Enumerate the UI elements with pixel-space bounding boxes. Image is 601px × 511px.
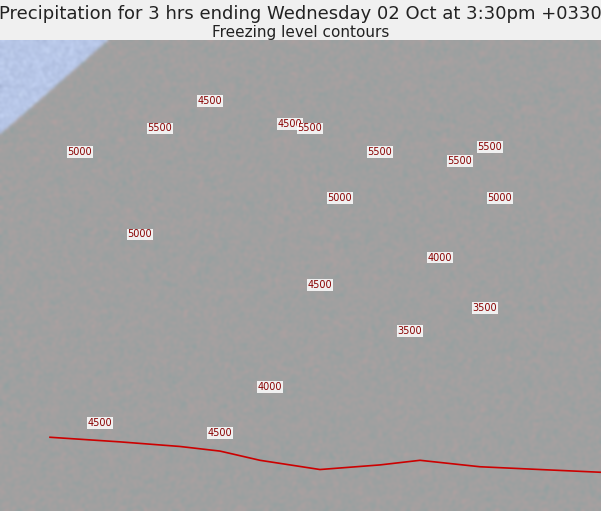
Text: 4500: 4500 [88, 419, 112, 428]
Text: 3500: 3500 [473, 303, 497, 313]
Text: 5500: 5500 [148, 124, 172, 133]
Text: 4000: 4000 [258, 382, 282, 391]
Text: 5000: 5000 [328, 193, 352, 203]
Text: 4500: 4500 [278, 119, 302, 129]
Text: 5500: 5500 [368, 147, 392, 156]
Text: 5500: 5500 [297, 124, 322, 133]
Text: 3500: 3500 [398, 326, 423, 336]
Text: Freezing level contours: Freezing level contours [212, 26, 389, 40]
Text: 4500: 4500 [198, 96, 222, 106]
Text: 5500: 5500 [478, 142, 502, 152]
Text: 5500: 5500 [448, 156, 472, 166]
Text: 4500: 4500 [208, 428, 233, 437]
Text: 4500: 4500 [308, 280, 332, 290]
Text: 4000: 4000 [428, 252, 452, 263]
Text: Precipitation for 3 hrs ending Wednesday 02 Oct at 3:30pm +0330: Precipitation for 3 hrs ending Wednesday… [0, 5, 601, 23]
Text: 5000: 5000 [127, 229, 152, 240]
Text: 5000: 5000 [487, 193, 512, 203]
Text: 5000: 5000 [68, 147, 93, 156]
